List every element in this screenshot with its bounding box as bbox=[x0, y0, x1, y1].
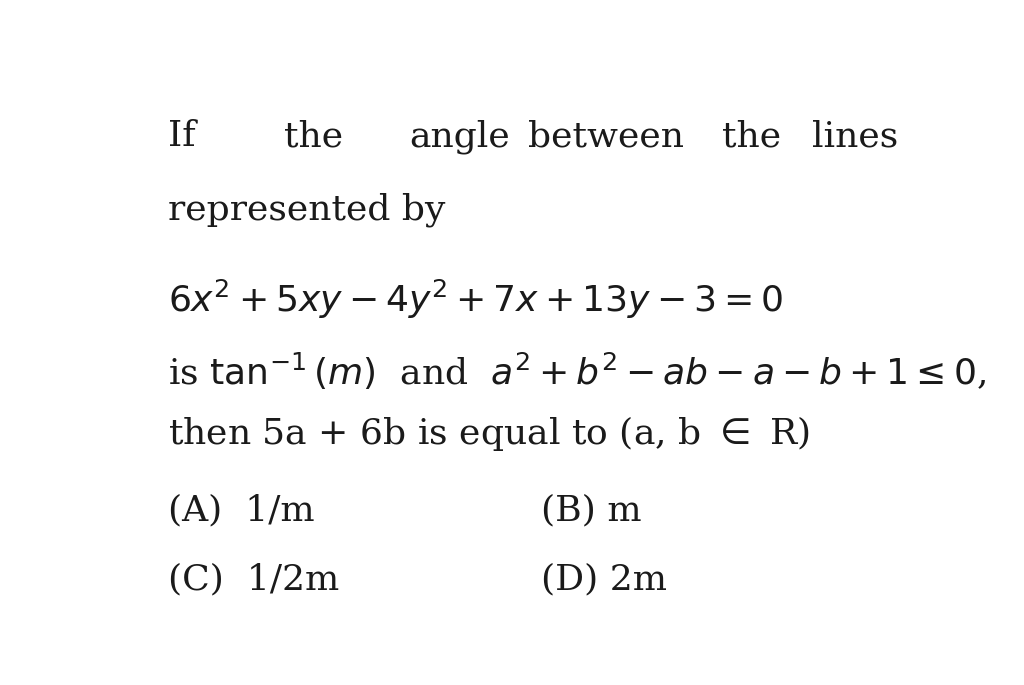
Text: (C)  1/2m: (C) 1/2m bbox=[168, 562, 339, 596]
Text: $6x^2+5xy-4y^2+7x+13y-3=0$: $6x^2+5xy-4y^2+7x+13y-3=0$ bbox=[168, 277, 783, 321]
Text: angle: angle bbox=[410, 119, 510, 153]
Text: the: the bbox=[284, 119, 343, 153]
Text: (A)  1/m: (A) 1/m bbox=[168, 494, 314, 527]
Text: represented by: represented by bbox=[168, 193, 445, 227]
Text: (B) m: (B) m bbox=[541, 494, 641, 527]
Text: (D) 2m: (D) 2m bbox=[541, 562, 667, 596]
Text: is $\tan^{-1}(m)$  and  $a^2+b^2-ab-a-b+1\leq 0$,: is $\tan^{-1}(m)$ and $a^2+b^2-ab-a-b+1\… bbox=[168, 351, 986, 393]
Text: If: If bbox=[168, 119, 196, 153]
Text: between: between bbox=[527, 119, 684, 153]
Text: then 5a + 6b is equal to (a, b $\in$ R): then 5a + 6b is equal to (a, b $\in$ R) bbox=[168, 414, 809, 453]
Text: lines: lines bbox=[812, 119, 898, 153]
Text: the: the bbox=[722, 119, 781, 153]
